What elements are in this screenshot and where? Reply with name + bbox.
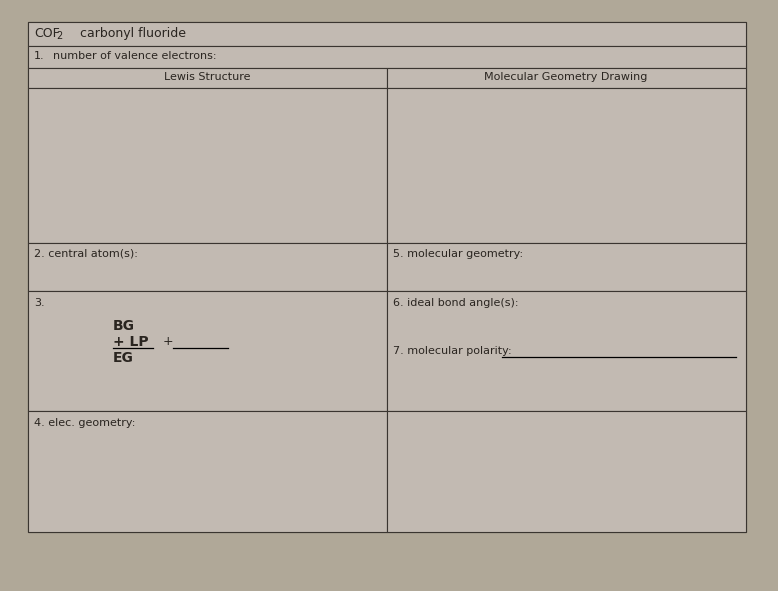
- Text: EG: EG: [113, 351, 134, 365]
- Bar: [387, 411, 746, 532]
- Text: 6. ideal bond angle(s):: 6. ideal bond angle(s):: [393, 298, 518, 308]
- Bar: [28, 46, 746, 68]
- Text: carbonyl fluoride: carbonyl fluoride: [64, 27, 186, 40]
- Bar: [28, 22, 746, 532]
- Bar: [387, 68, 746, 88]
- Bar: [28, 68, 387, 88]
- Bar: [387, 88, 746, 243]
- Text: BG: BG: [113, 319, 135, 333]
- Text: 2: 2: [56, 31, 62, 41]
- Bar: [28, 291, 387, 411]
- Text: Molecular Geometry Drawing: Molecular Geometry Drawing: [485, 72, 648, 82]
- Text: 4. elec. geometry:: 4. elec. geometry:: [34, 418, 135, 428]
- Text: number of valence electrons:: number of valence electrons:: [53, 51, 216, 61]
- Bar: [28, 243, 387, 291]
- Bar: [28, 22, 746, 46]
- Bar: [387, 243, 746, 291]
- Text: 1.: 1.: [34, 51, 44, 61]
- Text: 3.: 3.: [34, 298, 44, 308]
- Text: Lewis Structure: Lewis Structure: [163, 72, 251, 82]
- Text: COF: COF: [34, 27, 60, 40]
- Text: 2. central atom(s):: 2. central atom(s):: [34, 249, 138, 259]
- Text: +: +: [163, 335, 173, 348]
- Text: 7. molecular polarity:: 7. molecular polarity:: [393, 346, 512, 356]
- Text: 5. molecular geometry:: 5. molecular geometry:: [393, 249, 523, 259]
- Bar: [28, 88, 387, 243]
- Text: + LP: + LP: [113, 335, 149, 349]
- Bar: [28, 411, 387, 532]
- Bar: [387, 291, 746, 411]
